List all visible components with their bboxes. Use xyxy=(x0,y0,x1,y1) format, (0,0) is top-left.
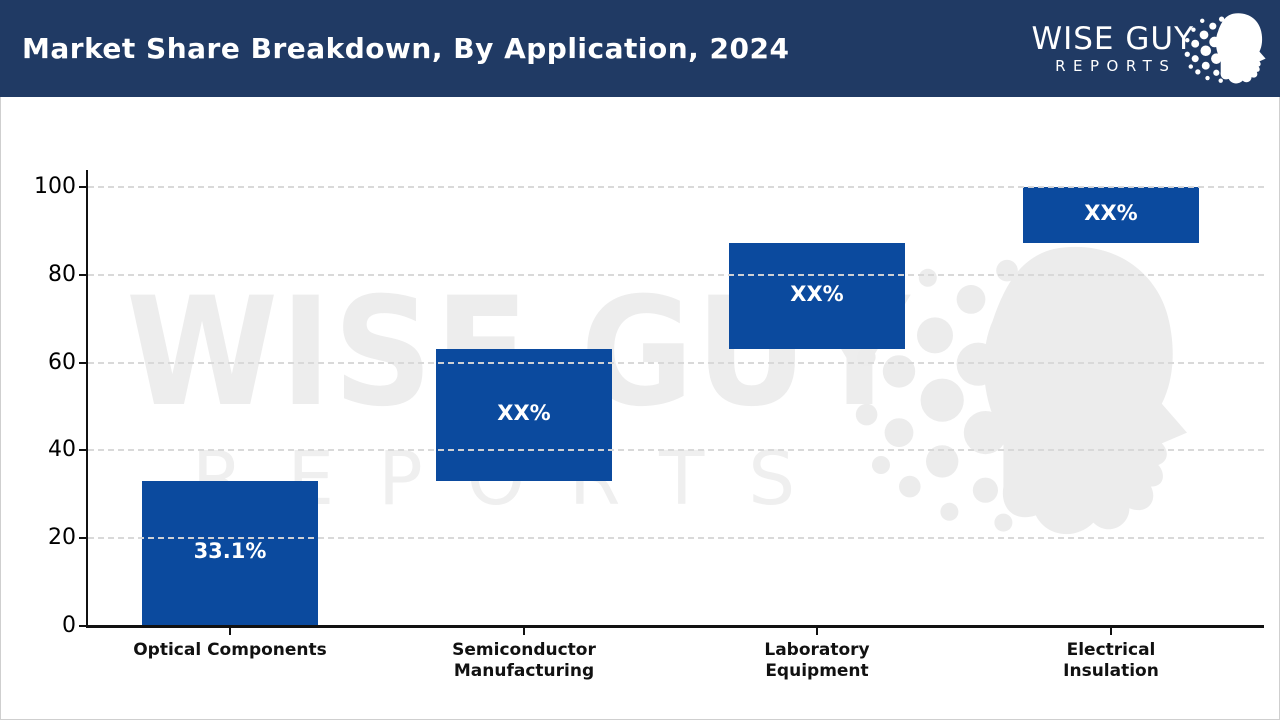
y-tick-mark xyxy=(79,273,88,276)
y-axis-line xyxy=(86,170,88,627)
x-category-label-line: Optical Components xyxy=(133,640,327,660)
x-category-label: Semiconductor Manufacturing xyxy=(404,640,644,682)
bar-laboratory-equipment xyxy=(729,243,905,349)
logo-face-icon xyxy=(1182,10,1270,88)
logo-text: WISE GUY REPORTS xyxy=(1031,20,1194,75)
header-bar: Market Share Breakdown, By Application, … xyxy=(0,0,1280,97)
y-gridline xyxy=(88,186,1264,188)
x-category-label-line: Semiconductor xyxy=(452,640,596,660)
x-tick-mark xyxy=(1110,627,1112,635)
x-tick-mark xyxy=(229,627,231,635)
x-category-label: Electrical Insulation xyxy=(991,640,1231,682)
y-tick-mark xyxy=(79,361,88,364)
bar-value-label: XX% xyxy=(1084,201,1138,226)
y-gridline xyxy=(88,361,1264,364)
logo-subtitle: REPORTS xyxy=(1055,56,1177,75)
y-tick-label: 80 xyxy=(48,261,76,287)
y-tick-label: 0 xyxy=(62,613,76,638)
x-category-label-line: Electrical xyxy=(1066,640,1156,660)
x-axis-line xyxy=(86,625,1264,628)
bar-semiconductor-manufacturing xyxy=(436,348,612,481)
y-tick-label: 40 xyxy=(48,437,76,463)
bar-optical-components xyxy=(142,480,318,626)
x-tick-mark xyxy=(816,627,818,635)
y-tick-mark xyxy=(79,186,88,188)
chart-title: Market Share Breakdown, By Application, … xyxy=(22,32,790,65)
x-category-label-line: Insulation xyxy=(1063,661,1159,681)
y-tick-mark xyxy=(79,449,88,452)
y-gridline xyxy=(88,449,1264,452)
wiseguy-logo: WISE GUY REPORTS xyxy=(1031,10,1270,88)
y-tick-label: 60 xyxy=(48,349,76,375)
bar-value-label: XX% xyxy=(497,400,551,425)
bar-value-label: 33.1% xyxy=(193,539,267,564)
bar-value-label: XX% xyxy=(790,281,844,306)
y-gridline xyxy=(88,537,1264,540)
y-gridline xyxy=(88,273,1264,276)
x-category-label-line: Manufacturing xyxy=(453,661,595,681)
y-tick-label: 20 xyxy=(48,525,76,551)
bar-electrical-insulation xyxy=(1023,187,1199,244)
y-tick-mark xyxy=(79,537,88,540)
x-category-label-line: Equipment xyxy=(765,661,869,681)
x-category-label: Optical Components xyxy=(110,640,350,661)
logo-wordmark: WISE GUY xyxy=(1031,20,1194,57)
x-category-label: Laboratory Equipment xyxy=(697,640,937,682)
x-category-label-line: Laboratory xyxy=(764,640,870,660)
y-tick-label: 100 xyxy=(34,174,76,199)
y-tick-mark xyxy=(79,625,88,627)
x-tick-mark xyxy=(523,627,525,635)
